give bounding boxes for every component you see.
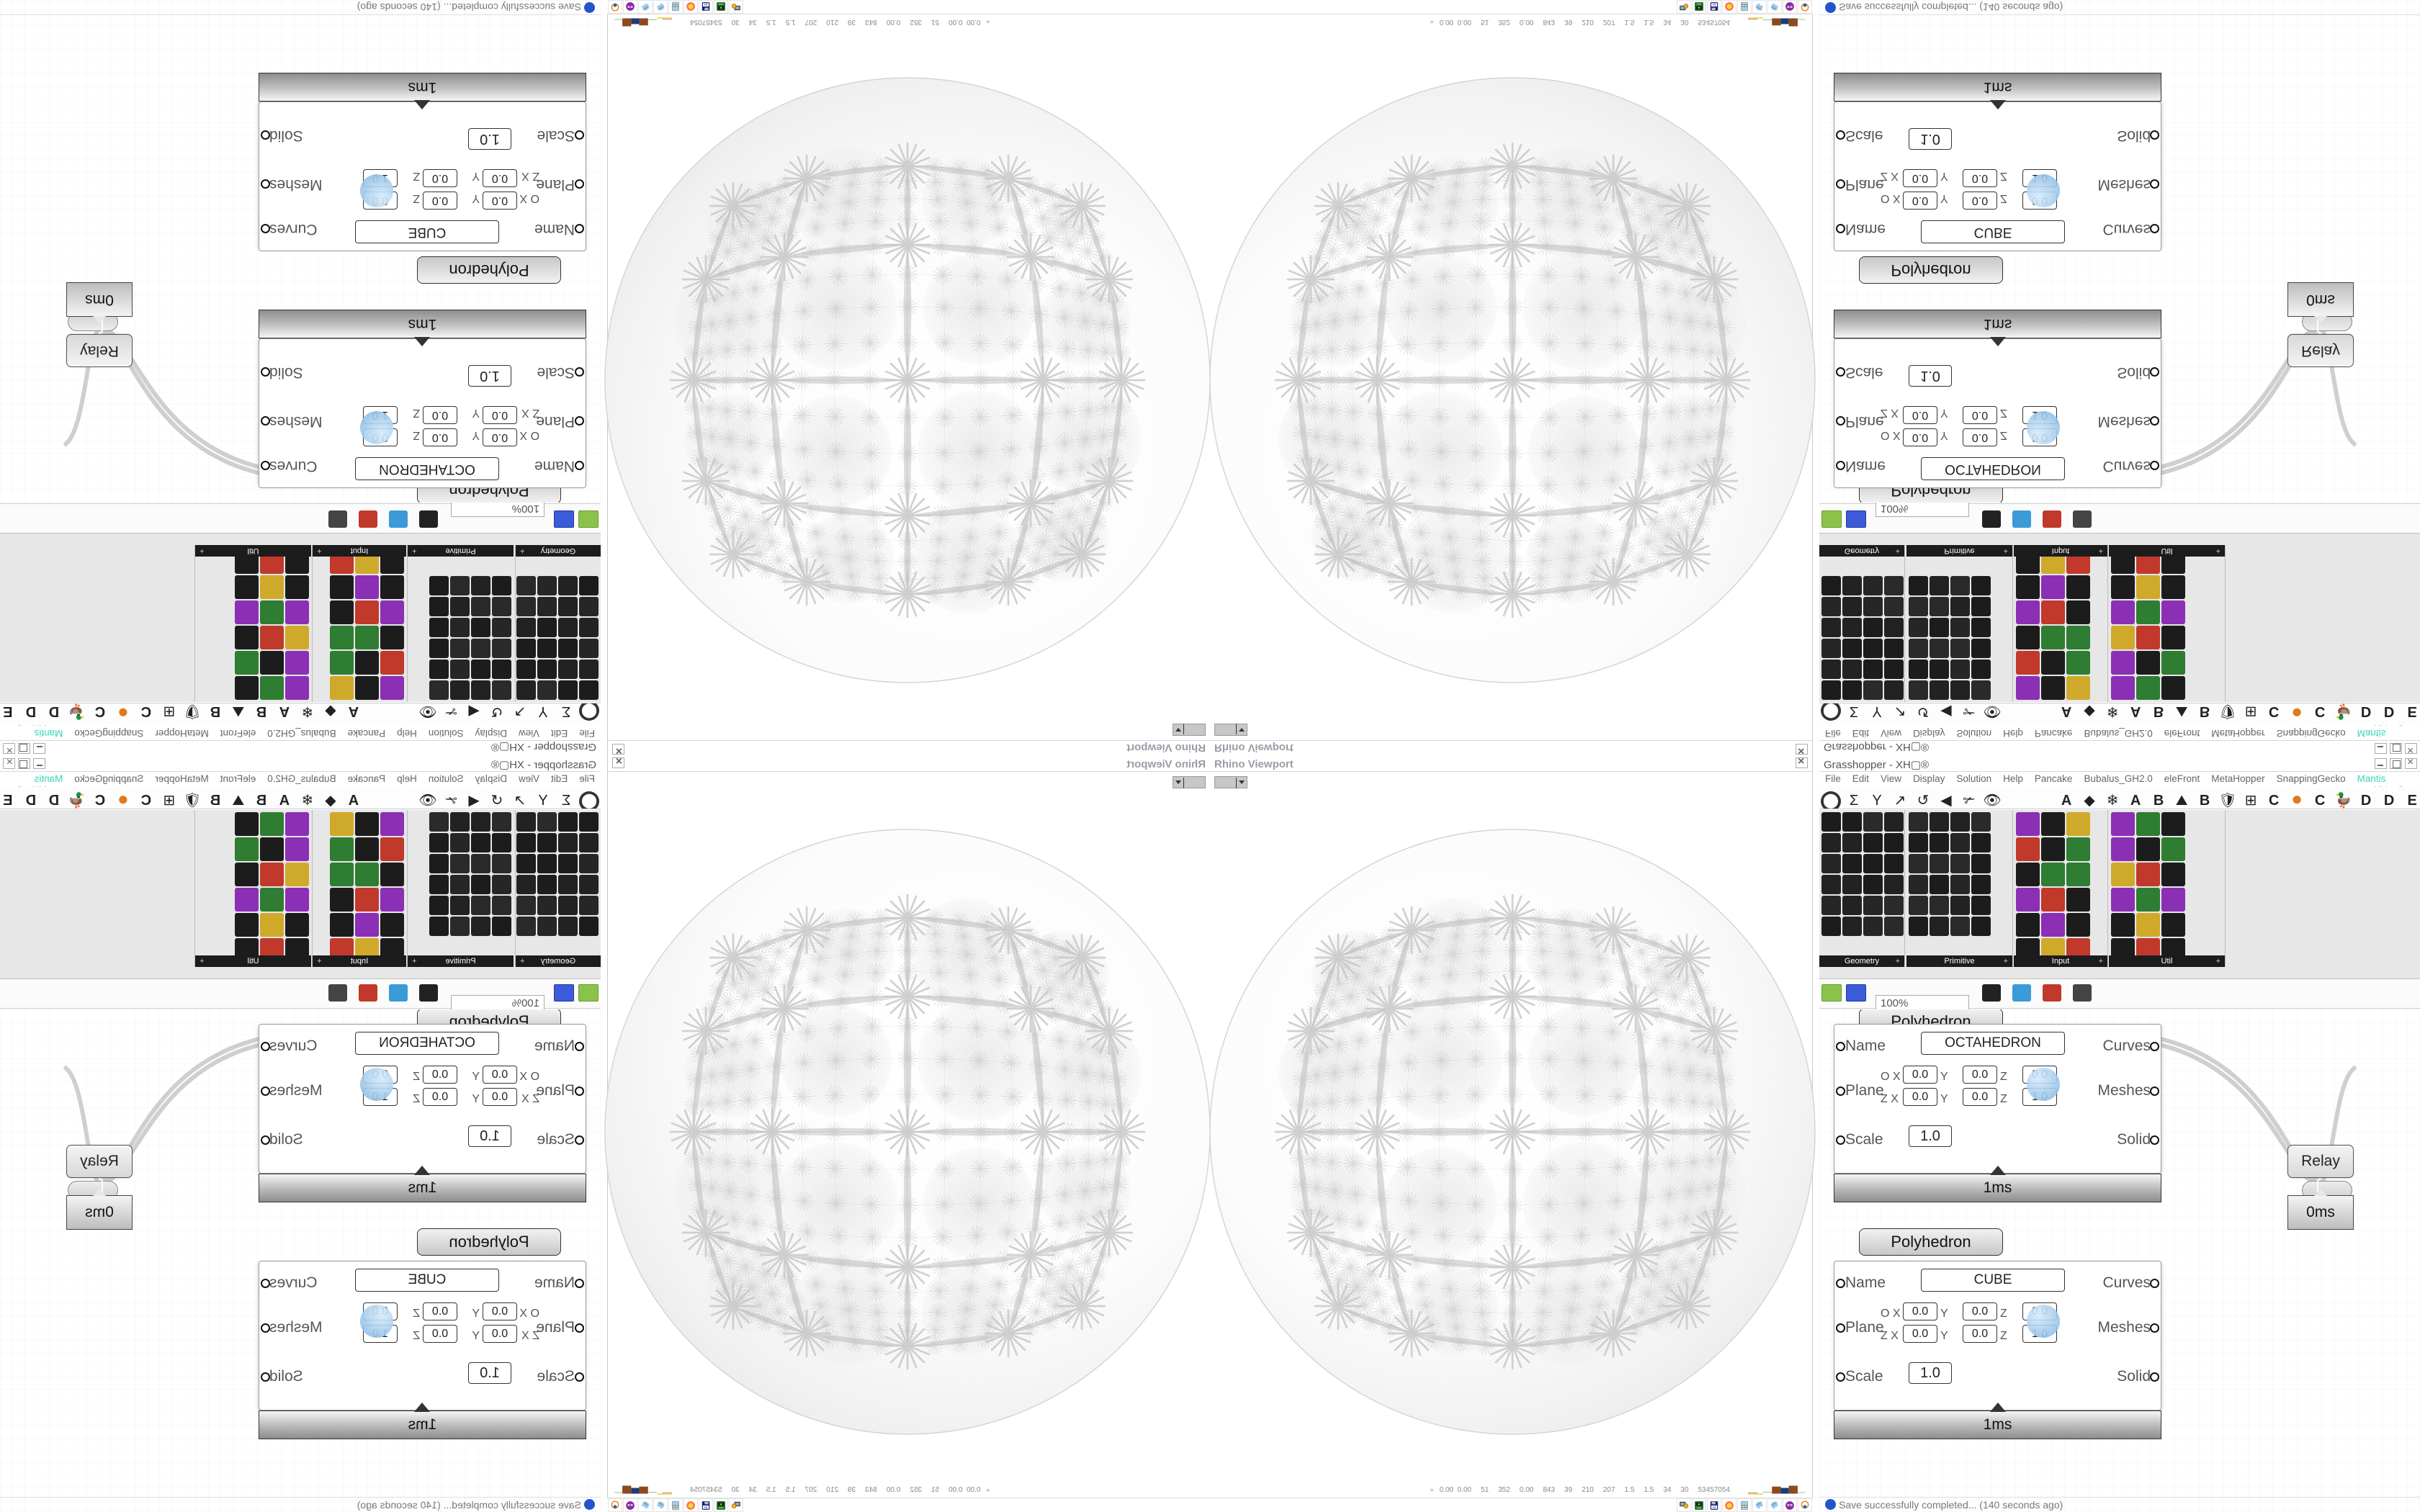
svg-text:64: 64 (1713, 3, 1716, 6)
svg-text:64: 64 (1713, 1506, 1716, 1509)
svg-text:64: 64 (704, 3, 707, 6)
svg-text:64: 64 (704, 1506, 707, 1509)
